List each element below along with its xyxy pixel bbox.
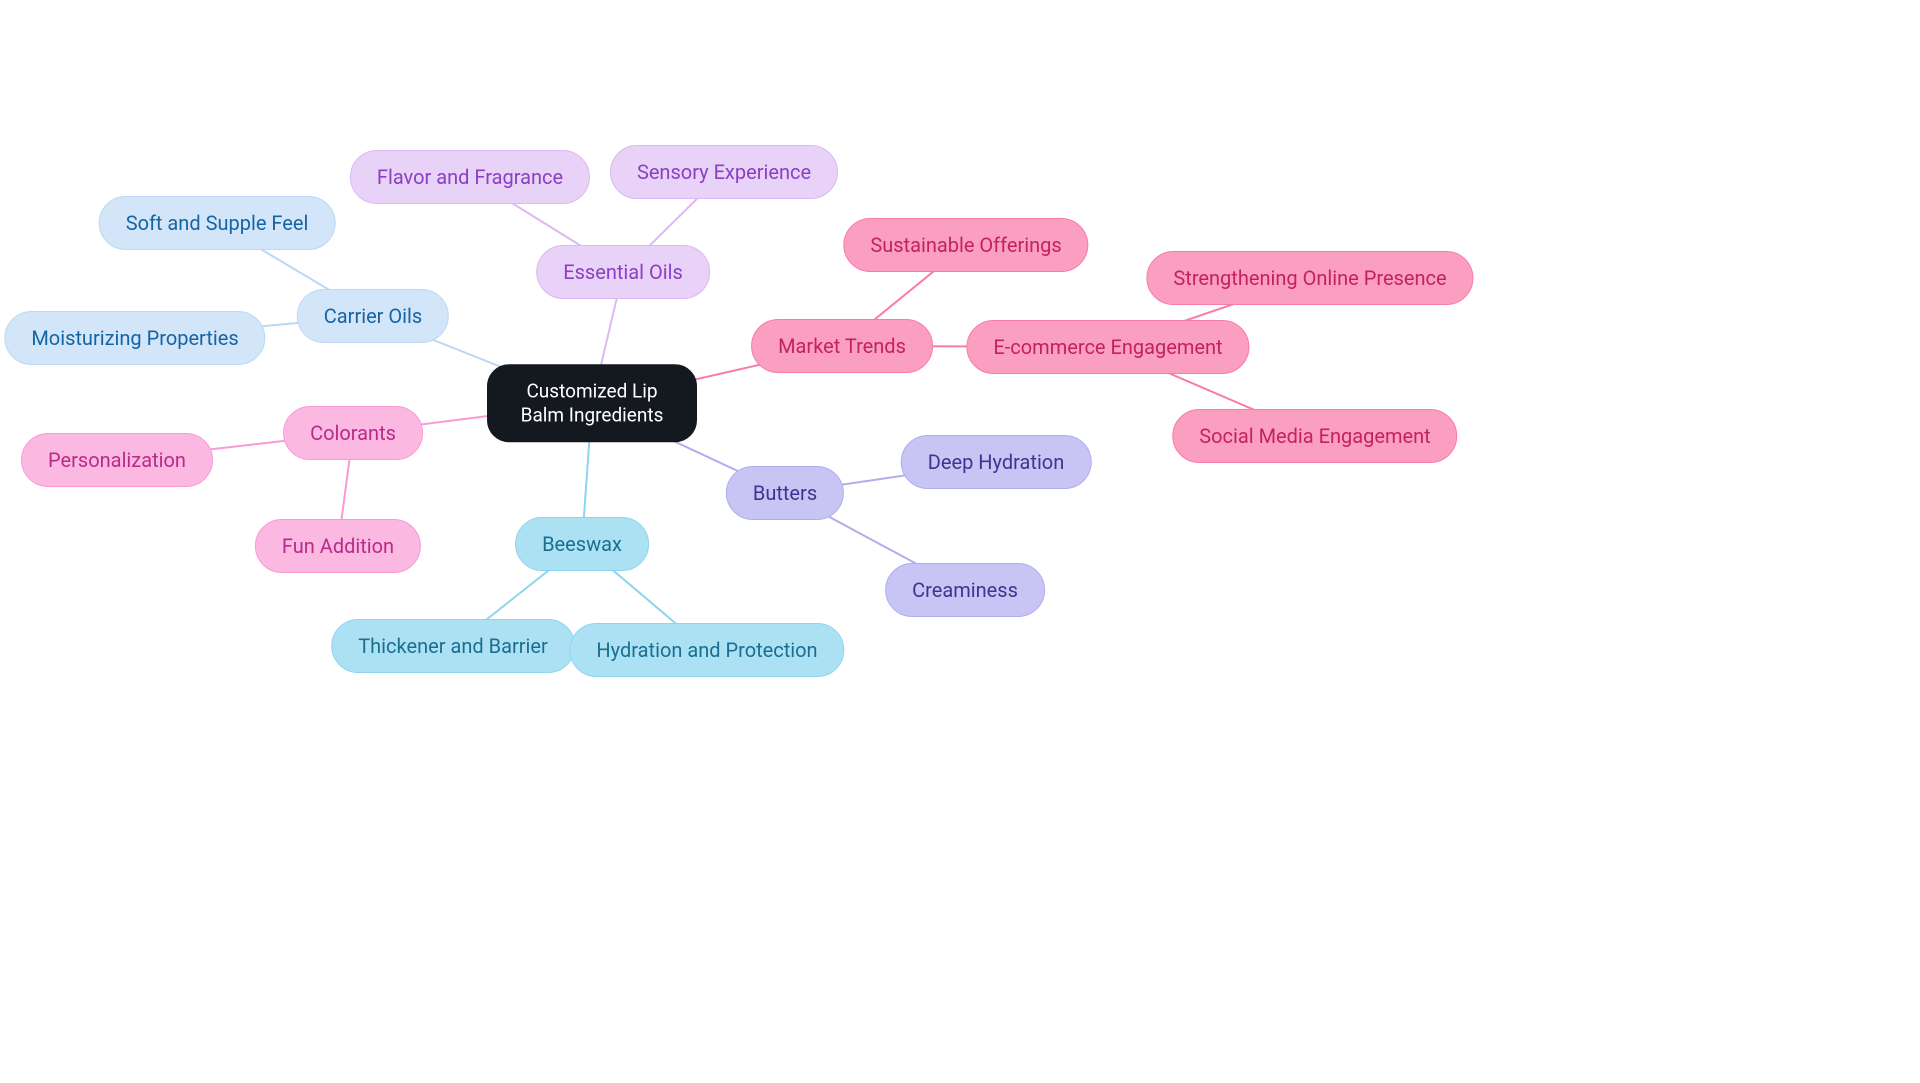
node-market_b2: Social Media Engagement <box>1172 409 1457 463</box>
node-market_b1: Strengthening Online Presence <box>1146 251 1473 305</box>
node-beeswax_a: Thickener and Barrier <box>331 619 575 673</box>
node-beeswax: Beeswax <box>515 517 649 571</box>
node-market_a: Sustainable Offerings <box>843 218 1088 272</box>
node-essential_a: Flavor and Fragrance <box>350 150 590 204</box>
node-butters_b: Creaminess <box>885 563 1045 617</box>
node-butters_a: Deep Hydration <box>901 435 1092 489</box>
node-carrier_b: Moisturizing Properties <box>4 311 265 365</box>
node-beeswax_b: Hydration and Protection <box>569 623 844 677</box>
node-essential: Essential Oils <box>536 245 710 299</box>
node-butters: Butters <box>726 466 844 520</box>
node-essential_b: Sensory Experience <box>610 145 838 199</box>
node-colorants_b: Fun Addition <box>255 519 421 573</box>
node-root: Customized Lip Balm Ingredients <box>487 364 697 442</box>
node-colorants: Colorants <box>283 406 423 460</box>
node-colorants_a: Personalization <box>21 433 213 487</box>
node-carrier_a: Soft and Supple Feel <box>99 196 336 250</box>
node-market: Market Trends <box>751 319 933 373</box>
node-market_b: E-commerce Engagement <box>966 320 1249 374</box>
node-carrier: Carrier Oils <box>297 289 449 343</box>
